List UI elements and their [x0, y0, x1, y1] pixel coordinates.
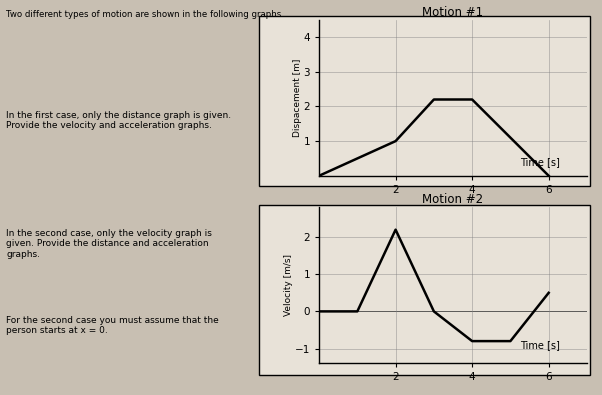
Text: Time [s]: Time [s] — [520, 157, 560, 167]
Text: For the second case you must assume that the
person starts at x = 0.: For the second case you must assume that… — [6, 316, 219, 335]
Text: Time [s]: Time [s] — [520, 340, 560, 350]
Text: In the first case, only the distance graph is given.
Provide the velocity and ac: In the first case, only the distance gra… — [6, 111, 231, 130]
Text: In the second case, only the velocity graph is
given. Provide the distance and a: In the second case, only the velocity gr… — [6, 229, 212, 259]
Title: Motion #2: Motion #2 — [423, 193, 483, 206]
Y-axis label: Dispacement [m]: Dispacement [m] — [293, 58, 302, 137]
Title: Motion #1: Motion #1 — [423, 6, 483, 19]
Text: Two different types of motion are shown in the following graphs.: Two different types of motion are shown … — [6, 10, 284, 19]
FancyBboxPatch shape — [259, 205, 590, 375]
Y-axis label: Velocity [m/s]: Velocity [m/s] — [284, 254, 293, 316]
FancyBboxPatch shape — [259, 16, 590, 186]
